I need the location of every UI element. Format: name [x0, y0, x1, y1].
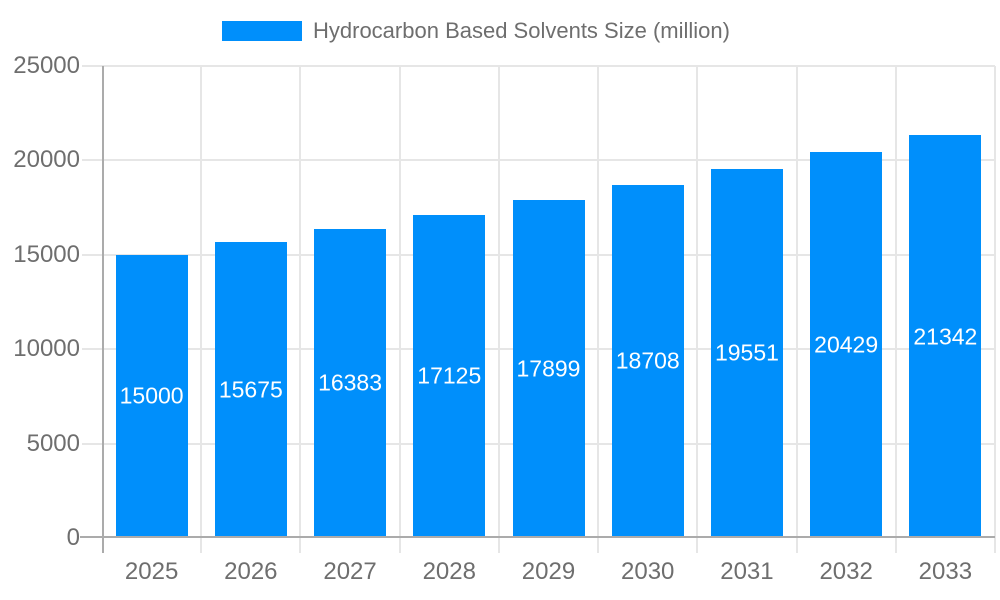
x-axis-line: [80, 536, 995, 538]
y-axis-line: [102, 66, 104, 553]
bar[interactable]: [810, 152, 883, 538]
x-gridline: [497, 66, 500, 553]
x-tick-label: 2030: [621, 558, 675, 585]
x-tick-label: 2031: [720, 558, 774, 585]
bar-value-label: 15675: [218, 376, 283, 403]
y-tick-label: 10000: [13, 335, 80, 363]
plot-area: 15000 15675 16383 17125 17899 18708 19551 20429…: [80, 65, 996, 553]
y-tick-label: 0: [66, 524, 80, 551]
x-gridline: [597, 66, 600, 553]
bar[interactable]: [512, 200, 585, 538]
bar-value-label: 18708: [615, 347, 680, 374]
x-tick-label: 2025: [124, 558, 179, 585]
x-gridline: [894, 66, 897, 553]
bar-value-label: 20429: [814, 331, 879, 358]
x-tick-label: 2027: [323, 558, 377, 585]
x-tick-label: 2032: [819, 558, 873, 585]
y-tick-label: 25000: [13, 52, 80, 79]
bar[interactable]: [413, 214, 486, 538]
bar[interactable]: [214, 242, 287, 538]
x-gridline: [398, 66, 401, 553]
x-gridline: [795, 66, 798, 553]
legend-item[interactable]: Hydrocarbon Based Solvents Size (million…: [222, 17, 730, 45]
x-tick-label: 2028: [422, 558, 476, 585]
bar-value-label: 15000: [119, 382, 184, 409]
legend-label: Hydrocarbon Based Solvents Size (million…: [313, 18, 730, 43]
legend-swatch-icon: [222, 21, 302, 41]
bar[interactable]: [611, 184, 684, 538]
y-gridline: [82, 159, 995, 162]
y-gridline: [82, 65, 995, 67]
bar[interactable]: [710, 168, 783, 538]
bar[interactable]: [115, 254, 188, 538]
bar-value-label: 21342: [913, 323, 978, 350]
bar-value-label: 17125: [417, 362, 482, 389]
y-tick-label: 20000: [13, 146, 80, 174]
bar-value-label: 19551: [714, 339, 779, 366]
y-tick-label: 15000: [13, 240, 80, 268]
bar[interactable]: [314, 228, 387, 538]
x-tick-label: 2029: [521, 558, 576, 585]
x-gridline: [200, 66, 203, 553]
x-gridline: [994, 66, 996, 553]
x-tick-label: 2033: [918, 558, 973, 585]
x-gridline: [299, 66, 302, 553]
y-tick-label: 5000: [26, 429, 80, 457]
bar-value-label: 16383: [318, 369, 383, 396]
bar-value-label: 17899: [516, 355, 581, 382]
x-tick-label: 2026: [224, 558, 278, 585]
bar[interactable]: [909, 135, 982, 538]
x-gridline: [696, 66, 699, 553]
